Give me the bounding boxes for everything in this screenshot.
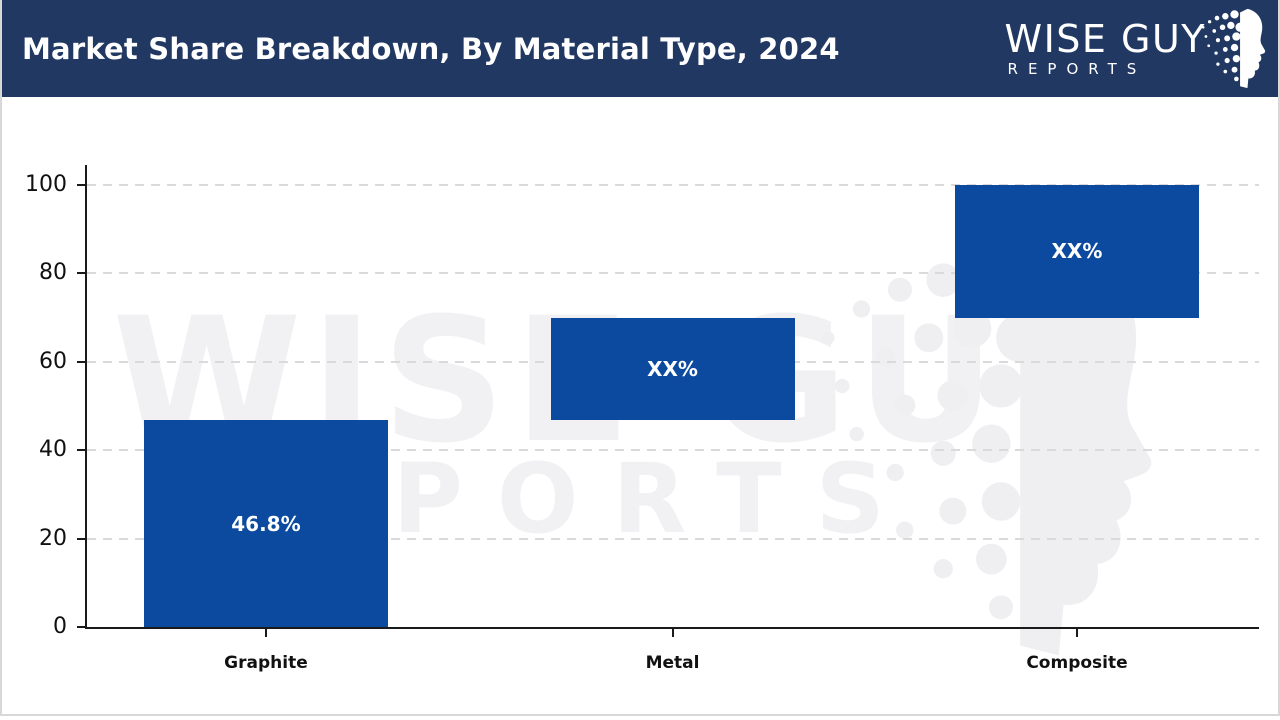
y-tick-label: 40 — [39, 437, 67, 463]
y-tick-mark — [77, 449, 85, 452]
y-tick-mark — [77, 272, 85, 275]
x-tick-mark — [264, 629, 267, 637]
y-tick-mark — [77, 360, 85, 363]
logo-wordmark: WISE GUY — [1004, 17, 1206, 61]
gridline — [87, 449, 1259, 452]
logo-subtext: REPORTS — [1007, 60, 1147, 78]
bar-value-label: XX% — [1051, 239, 1103, 264]
gridline — [87, 272, 1259, 275]
x-category-label: Graphite — [224, 653, 308, 673]
logo-head-icon — [1201, 8, 1266, 89]
y-tick-label: 20 — [39, 525, 67, 551]
bar: 46.8% — [143, 420, 388, 627]
gridline — [87, 537, 1259, 540]
x-tick-mark — [1075, 629, 1078, 637]
y-tick-mark — [77, 183, 85, 186]
y-tick-label: 60 — [39, 348, 67, 374]
x-category-label: Composite — [1026, 653, 1128, 673]
y-tick-label: 100 — [25, 171, 67, 197]
page-title: Market Share Breakdown, By Material Type… — [22, 31, 840, 66]
x-tick-mark — [671, 629, 674, 637]
logo-text: WISE GUY REPORTS — [1005, 20, 1206, 77]
bar-value-label: 46.8% — [231, 511, 301, 536]
y-tick-mark — [77, 626, 85, 628]
header: Market Share Breakdown, By Material Type… — [0, 0, 1280, 97]
gridline — [87, 183, 1259, 186]
wiseguy-logo: WISE GUY REPORTS — [1005, 7, 1266, 90]
bar-value-label: XX% — [647, 356, 698, 381]
bar: XX% — [954, 184, 1199, 318]
bar: XX% — [550, 317, 795, 421]
y-tick-label: 0 — [53, 614, 67, 639]
x-category-label: Metal — [645, 653, 700, 673]
chart-canvas: WISE GUY REPORTS 0 20 40 60 80 100 46.8% XX% XX%… — [0, 97, 1280, 720]
y-tick-mark — [77, 537, 85, 540]
y-tick-label: 80 — [39, 260, 67, 286]
plot-area: 0 20 40 60 80 100 46.8% XX% XX% Graphite Metal Comp… — [25, 165, 1259, 673]
